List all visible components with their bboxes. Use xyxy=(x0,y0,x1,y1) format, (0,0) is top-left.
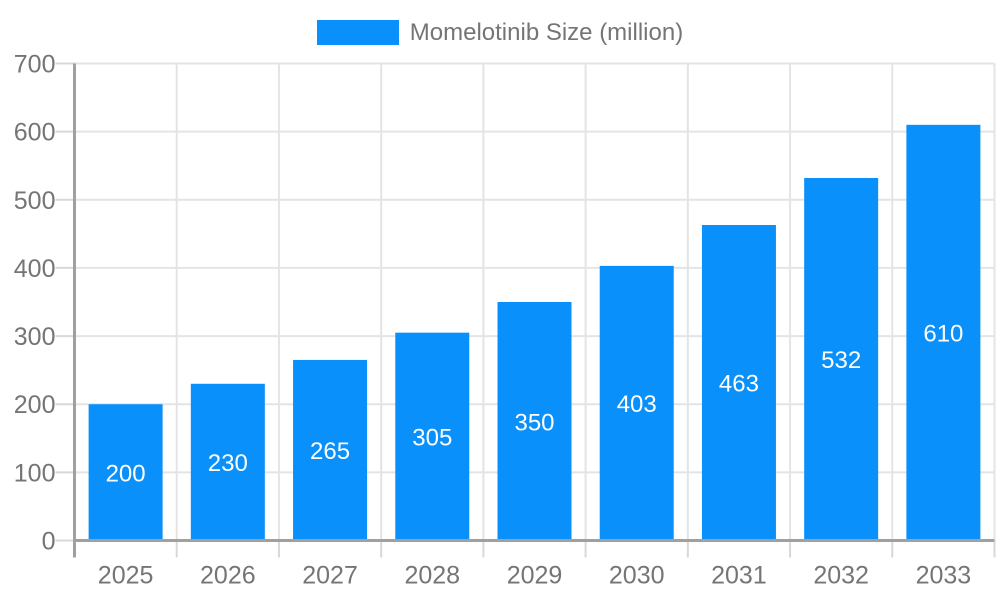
x-tick-label: 2027 xyxy=(302,562,358,590)
y-tick-label: 200 xyxy=(14,391,56,419)
y-tick-label: 600 xyxy=(14,119,56,147)
x-tick-label: 2032 xyxy=(813,562,869,590)
x-tick-label: 2029 xyxy=(507,562,563,590)
bar xyxy=(190,383,265,541)
bar-value-label: 200 xyxy=(106,460,146,487)
bar xyxy=(293,359,368,541)
bar-value-label: 230 xyxy=(208,450,248,477)
bar-value-label: 610 xyxy=(923,321,963,348)
bar xyxy=(88,404,163,541)
bar-value-label: 350 xyxy=(514,409,554,436)
bar-value-label: 532 xyxy=(821,347,861,374)
y-tick-label: 500 xyxy=(14,187,56,215)
legend-label: Momelotinib Size (million) xyxy=(409,19,684,46)
bar-value-label: 305 xyxy=(412,425,452,452)
y-tick-label: 400 xyxy=(14,255,56,283)
bar-value-label: 265 xyxy=(310,438,350,465)
bar-value-label: 403 xyxy=(617,391,657,418)
x-tick-label: 2031 xyxy=(711,562,767,590)
legend: Momelotinib Size (million) xyxy=(0,20,1000,45)
y-tick-label: 300 xyxy=(14,323,56,351)
y-tick-label: 700 xyxy=(14,51,56,79)
x-tick-label: 2025 xyxy=(98,562,154,590)
x-tick-label: 2030 xyxy=(609,562,665,590)
x-tick-label: 2028 xyxy=(404,562,460,590)
x-tick-label: 2033 xyxy=(916,562,972,590)
bar xyxy=(701,224,776,541)
bar xyxy=(804,177,879,541)
x-tick-label: 2026 xyxy=(200,562,256,590)
bar xyxy=(906,124,981,541)
y-tick-label: 100 xyxy=(14,459,56,487)
legend-swatch xyxy=(316,20,399,45)
bar-value-label: 463 xyxy=(719,371,759,398)
bar xyxy=(599,265,674,541)
bar xyxy=(497,302,572,541)
y-tick-label: 0 xyxy=(42,528,56,556)
bar xyxy=(395,332,470,541)
